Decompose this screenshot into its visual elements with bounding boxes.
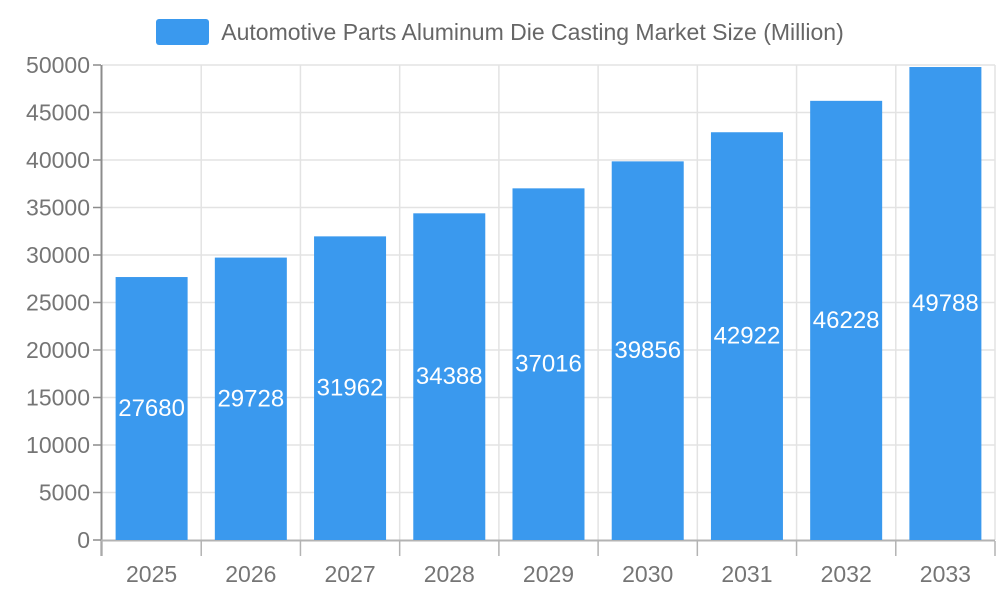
bar-2026[interactable] [214,257,287,540]
bar-2031[interactable] [710,132,783,540]
x-tick-label: 2032 [821,561,872,587]
bar-value-label: 27680 [118,395,185,422]
bar-2028[interactable] [413,213,486,540]
bar-value-label: 37016 [515,351,582,378]
bar-2025[interactable] [115,277,188,540]
bar-value-label: 34388 [416,363,483,390]
y-tick-label: 15000 [26,385,90,411]
bar-2030[interactable] [611,161,684,541]
y-tick-label: 40000 [26,147,90,173]
y-tick-label: 25000 [26,290,90,316]
legend-label[interactable]: Automotive Parts Aluminum Die Casting Ma… [221,19,844,45]
y-tick-label: 0 [77,527,90,553]
x-tick-label: 2029 [523,561,574,587]
x-tick-label: 2025 [126,561,177,587]
x-tick-label: 2028 [424,561,475,587]
y-tick-label: 5000 [39,480,90,506]
x-tick-label: 2026 [225,561,276,587]
bar-value-label: 39856 [614,337,681,364]
y-tick-label: 20000 [26,337,90,363]
x-tick-label: 2030 [622,561,673,587]
chart-legend[interactable]: Automotive Parts Aluminum Die Casting Ma… [0,19,1000,45]
y-tick-label: 35000 [26,195,90,221]
y-tick-label: 50000 [26,52,90,78]
legend-swatch[interactable] [156,19,210,45]
y-tick-label: 10000 [26,432,90,458]
y-tick-label: 30000 [26,242,90,268]
y-tick-label: 45000 [26,100,90,126]
bar-2032[interactable] [810,100,883,541]
bar-value-label: 49788 [912,290,979,317]
x-tick-label: 2033 [920,561,971,587]
bar-value-label: 31962 [317,375,384,402]
bar-2027[interactable] [314,236,387,540]
bar-value-label: 42922 [714,323,781,350]
bar-value-label: 29728 [217,385,284,412]
x-tick-label: 2027 [324,561,375,587]
bar-2029[interactable] [512,188,585,540]
bar-2033[interactable] [909,67,982,540]
x-tick-label: 2031 [721,561,772,587]
bar-value-label: 46228 [813,307,880,334]
